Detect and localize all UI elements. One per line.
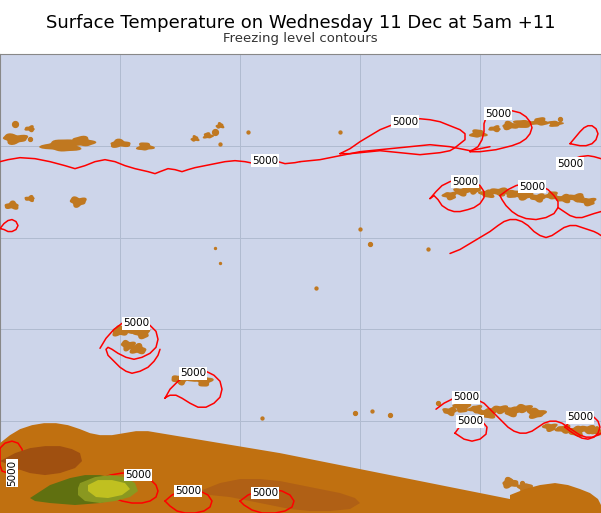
Text: 5000: 5000 xyxy=(123,319,149,328)
Text: 5000: 5000 xyxy=(452,176,478,187)
Polygon shape xyxy=(0,446,82,475)
Text: 5000: 5000 xyxy=(485,109,511,119)
Polygon shape xyxy=(26,438,57,460)
Polygon shape xyxy=(70,196,87,208)
Polygon shape xyxy=(567,193,585,203)
Polygon shape xyxy=(469,129,488,137)
Polygon shape xyxy=(203,132,214,139)
Polygon shape xyxy=(516,483,533,494)
Polygon shape xyxy=(590,426,601,436)
Polygon shape xyxy=(510,483,601,513)
Polygon shape xyxy=(216,122,224,129)
Polygon shape xyxy=(565,426,585,437)
Polygon shape xyxy=(542,423,558,432)
Polygon shape xyxy=(490,187,510,196)
Polygon shape xyxy=(88,480,130,498)
Text: 5000: 5000 xyxy=(567,412,593,422)
Polygon shape xyxy=(132,328,150,339)
Polygon shape xyxy=(195,377,214,387)
Polygon shape xyxy=(25,195,35,202)
Polygon shape xyxy=(261,486,273,492)
Text: 5000: 5000 xyxy=(392,117,418,127)
Polygon shape xyxy=(555,194,572,203)
Polygon shape xyxy=(527,408,547,419)
Polygon shape xyxy=(69,136,96,146)
Polygon shape xyxy=(555,424,572,434)
Text: 5000: 5000 xyxy=(180,368,206,378)
Text: 5000: 5000 xyxy=(175,486,201,496)
Polygon shape xyxy=(453,188,471,196)
Text: Freezing level contours: Freezing level contours xyxy=(223,32,378,45)
Polygon shape xyxy=(442,407,457,416)
Polygon shape xyxy=(515,191,534,201)
Polygon shape xyxy=(467,405,483,413)
Polygon shape xyxy=(467,186,481,195)
Polygon shape xyxy=(478,189,496,198)
Polygon shape xyxy=(452,403,471,413)
Polygon shape xyxy=(442,192,457,201)
Polygon shape xyxy=(39,140,82,151)
Polygon shape xyxy=(136,143,155,150)
Polygon shape xyxy=(78,475,138,503)
Polygon shape xyxy=(0,423,601,513)
Polygon shape xyxy=(130,343,147,354)
Polygon shape xyxy=(513,120,537,128)
Polygon shape xyxy=(502,406,522,418)
Polygon shape xyxy=(180,369,204,382)
Polygon shape xyxy=(548,121,564,127)
Polygon shape xyxy=(5,201,19,210)
Text: Surface Temperature on Wednesday 11 Dec at 5am +11: Surface Temperature on Wednesday 11 Dec … xyxy=(46,14,555,32)
Text: 5000: 5000 xyxy=(519,182,545,192)
Polygon shape xyxy=(171,373,188,386)
Text: 5000: 5000 xyxy=(125,470,151,480)
Polygon shape xyxy=(502,121,519,130)
Text: 5000: 5000 xyxy=(7,460,17,486)
Polygon shape xyxy=(491,405,508,414)
Polygon shape xyxy=(580,425,596,435)
Polygon shape xyxy=(551,487,565,499)
Polygon shape xyxy=(242,481,254,490)
Text: 5000: 5000 xyxy=(252,488,278,498)
Polygon shape xyxy=(502,477,519,489)
Polygon shape xyxy=(578,198,597,206)
Polygon shape xyxy=(111,139,130,148)
Polygon shape xyxy=(477,408,498,419)
Polygon shape xyxy=(543,191,560,200)
Polygon shape xyxy=(191,135,200,142)
Polygon shape xyxy=(30,475,130,505)
Polygon shape xyxy=(120,322,144,334)
Text: 5000: 5000 xyxy=(457,416,483,426)
Polygon shape xyxy=(121,340,136,351)
Polygon shape xyxy=(530,117,549,126)
Polygon shape xyxy=(41,449,66,468)
Polygon shape xyxy=(25,125,35,132)
Polygon shape xyxy=(3,133,28,145)
Polygon shape xyxy=(529,193,546,203)
Text: 5000: 5000 xyxy=(557,159,583,169)
Text: 5000: 5000 xyxy=(453,392,479,402)
Text: 5000: 5000 xyxy=(252,155,278,166)
Polygon shape xyxy=(200,479,360,511)
Polygon shape xyxy=(502,190,522,198)
Polygon shape xyxy=(488,125,501,132)
Polygon shape xyxy=(535,485,553,497)
Polygon shape xyxy=(112,325,129,337)
Polygon shape xyxy=(516,404,533,413)
